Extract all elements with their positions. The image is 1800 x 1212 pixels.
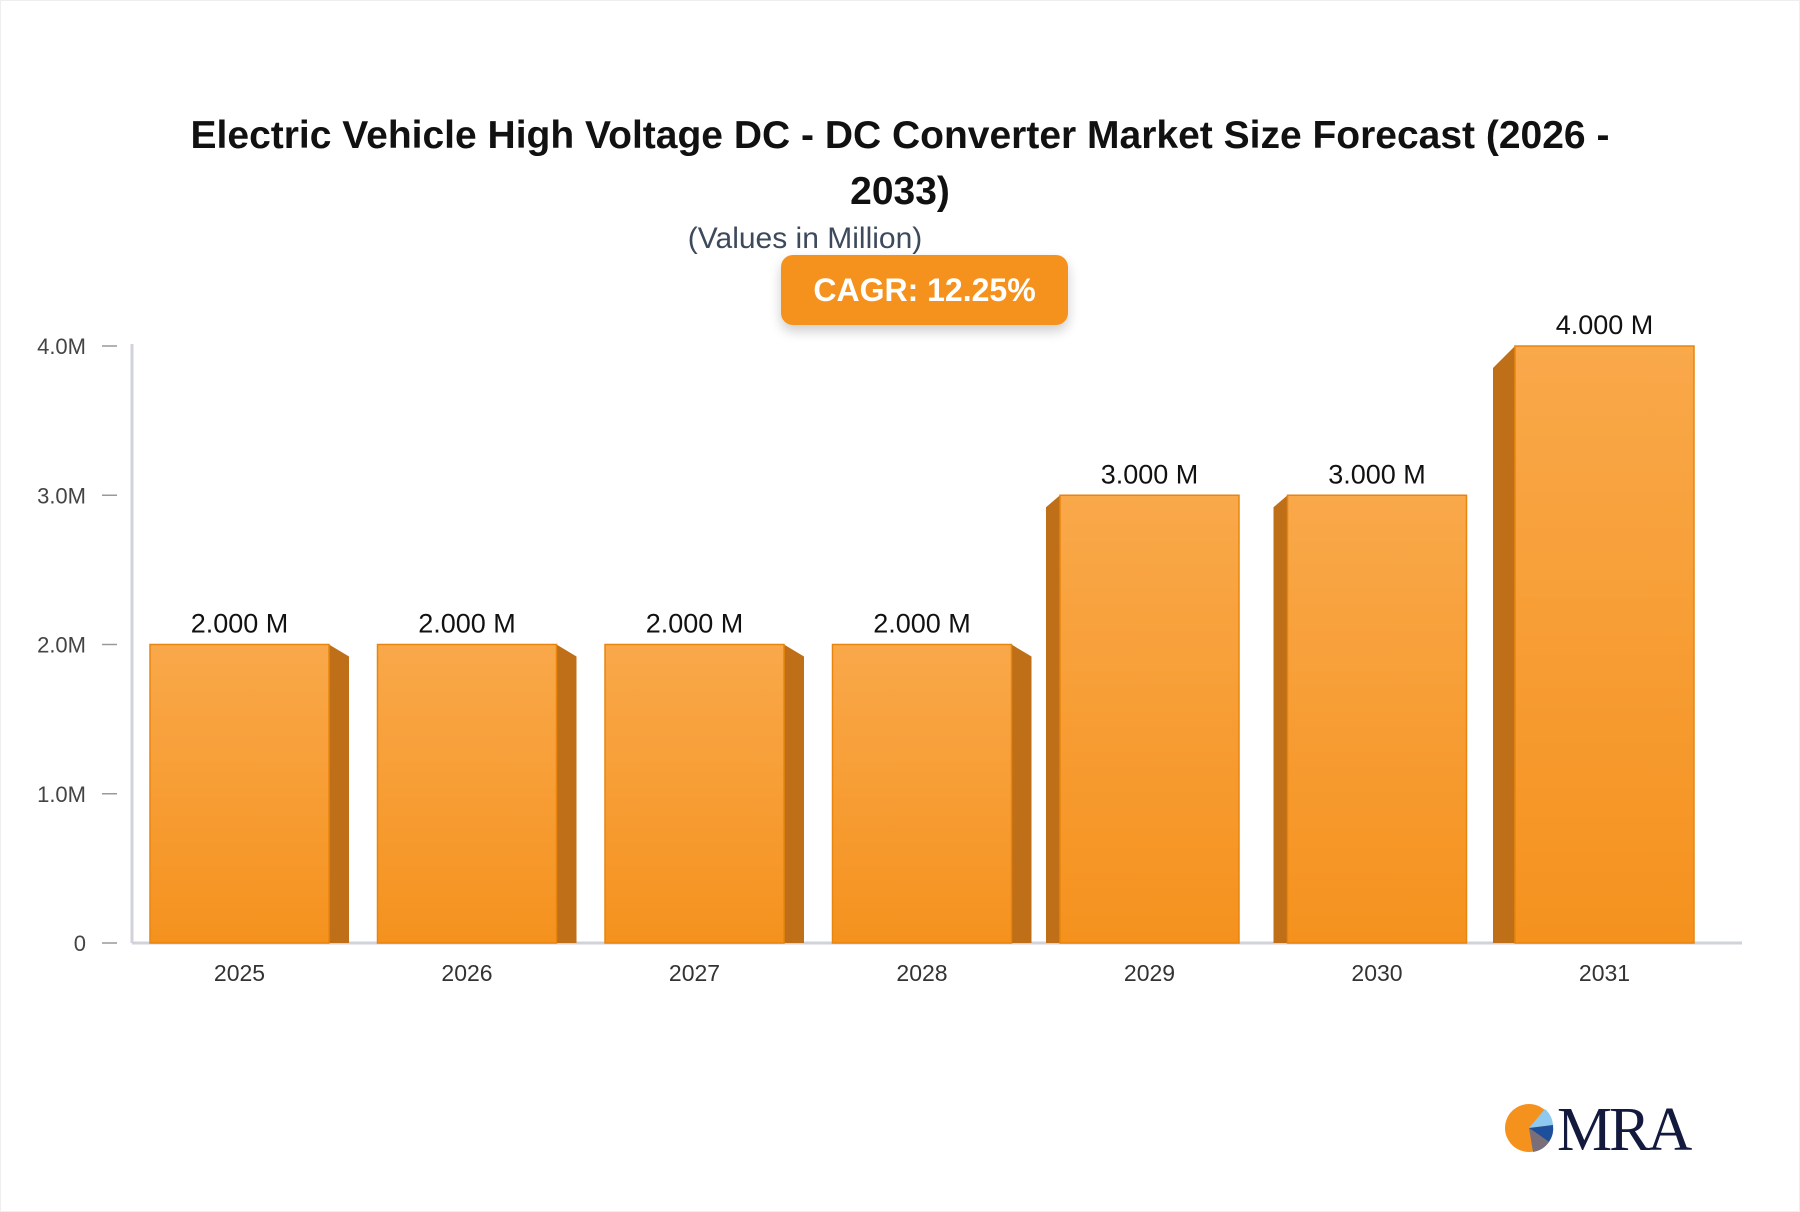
bar-2029: 3.000 M <box>1046 459 1240 944</box>
bar-front <box>1059 494 1240 944</box>
bar-side <box>556 644 577 943</box>
svg-text:MRA: MRA <box>1557 1096 1692 1154</box>
bar-2025: 2.000 M <box>149 609 349 944</box>
bar-front <box>604 643 785 944</box>
y-tick-label: 4.0M <box>37 334 86 359</box>
chart-subtitle: (Values in Million) <box>687 222 923 255</box>
y-tick-label: 3.0M <box>37 483 86 508</box>
data-label: 4.000 M <box>1556 310 1654 340</box>
x-tick-label: 2027 <box>669 960 720 986</box>
data-label: 3.000 M <box>1328 459 1426 489</box>
y-tick-label: 0 <box>74 931 86 956</box>
cagr-badge: CAGR: 12.25% <box>781 255 1068 325</box>
y-tick-label: 2.0M <box>37 633 86 658</box>
x-tick-label: 2026 <box>441 960 492 986</box>
data-label: 2.000 M <box>191 609 289 639</box>
data-label: 2.000 M <box>646 609 744 639</box>
bar-side <box>1493 346 1515 943</box>
bar-front <box>149 643 330 944</box>
data-label: 2.000 M <box>873 609 971 639</box>
y-tick-label: 1.0M <box>37 782 86 807</box>
bar-side <box>329 644 349 943</box>
bar-2028: 2.000 M <box>831 609 1032 944</box>
x-tick-label: 2028 <box>896 960 947 986</box>
x-tick-label: 2025 <box>214 960 265 986</box>
bar-2027: 2.000 M <box>604 609 804 944</box>
bar-2026: 2.000 M <box>376 609 577 944</box>
bar-2031: 4.000 M <box>1493 310 1695 944</box>
bar-side <box>784 644 804 943</box>
x-tick-label: 2029 <box>1124 960 1175 986</box>
x-tick-label: 2030 <box>1351 960 1402 986</box>
data-label: 3.000 M <box>1101 459 1199 489</box>
bar-side <box>1046 495 1060 943</box>
bar-2030: 3.000 M <box>1273 459 1468 944</box>
bar-side <box>1011 644 1032 943</box>
bar-front <box>376 643 558 944</box>
bar-front <box>831 643 1013 944</box>
bar-front <box>1286 494 1468 944</box>
data-label: 2.000 M <box>418 609 516 639</box>
x-tick-label: 2031 <box>1579 960 1630 986</box>
bar-front <box>1514 345 1695 944</box>
bar-side <box>1273 495 1288 943</box>
chart-title: Electric Vehicle High Voltage DC - DC Co… <box>190 114 1610 213</box>
mra-logo: MRA <box>1505 1094 1695 1154</box>
